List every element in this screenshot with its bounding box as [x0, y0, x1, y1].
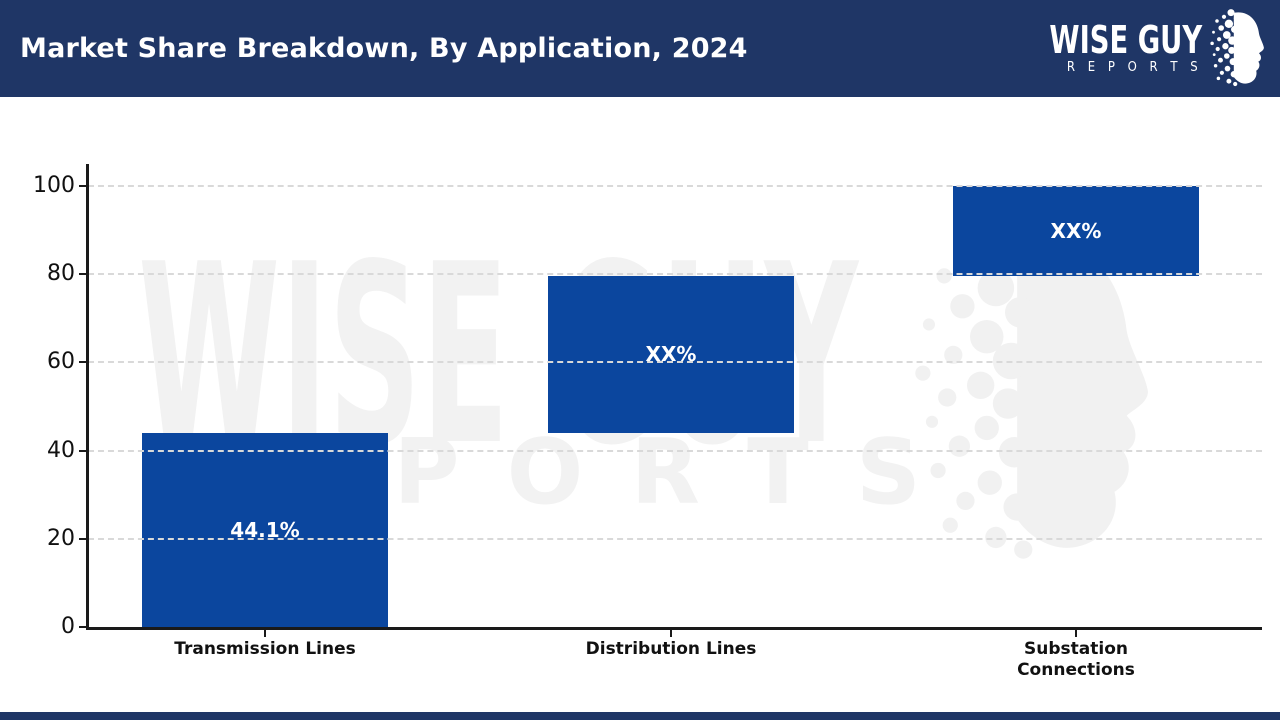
- y-tick-label: 20: [47, 525, 75, 551]
- gridline: [88, 537, 1262, 540]
- x-category-label: Distribution Lines: [585, 639, 757, 659]
- x-axis-line: [86, 627, 1262, 630]
- bar: XX%: [953, 186, 1199, 277]
- y-tick-label: 0: [61, 614, 75, 639]
- x-tick: [264, 629, 266, 637]
- gridline: [88, 449, 1262, 452]
- y-tick: [79, 273, 87, 276]
- page-title: Market Share Breakdown, By Application, …: [20, 33, 748, 64]
- y-tick-label: 100: [33, 173, 75, 198]
- y-tick: [79, 185, 87, 187]
- y-tick: [79, 361, 87, 364]
- y-tick-label: 60: [47, 349, 75, 375]
- bar-value-label: 44.1%: [230, 517, 300, 542]
- logo-subtitle: R E P O R T S: [1066, 60, 1202, 75]
- header: Market Share Breakdown, By Application, …: [0, 0, 1280, 97]
- gridline: [88, 185, 1262, 187]
- gridline: [88, 273, 1262, 276]
- logo-text: WISE GUY R E P O R T S: [990, 18, 1202, 75]
- y-axis-line: [86, 164, 89, 629]
- y-tick-label: 80: [47, 261, 75, 287]
- logo-name: WISE GUY: [1049, 18, 1202, 62]
- wiseguy-logo: WISE GUY R E P O R T S: [990, 7, 1280, 91]
- x-tick: [1075, 629, 1077, 637]
- x-category-label: Substation Connections: [1017, 639, 1135, 680]
- chart-area: WISE GUY R E P O R T S 0 20 40 60 80 100 44.1%…: [0, 97, 1280, 712]
- gridline: [88, 361, 1262, 364]
- y-tick: [79, 449, 87, 452]
- y-tick: [79, 537, 87, 540]
- x-tick: [670, 629, 672, 637]
- bar-value-label: XX%: [1050, 219, 1102, 244]
- bar: XX%: [548, 276, 794, 433]
- footer-bar: [0, 712, 1280, 720]
- y-tick-label: 40: [47, 437, 75, 463]
- x-category-label: Transmission Lines: [174, 639, 356, 659]
- y-tick: [79, 626, 87, 628]
- bar: 44.1%: [142, 432, 388, 627]
